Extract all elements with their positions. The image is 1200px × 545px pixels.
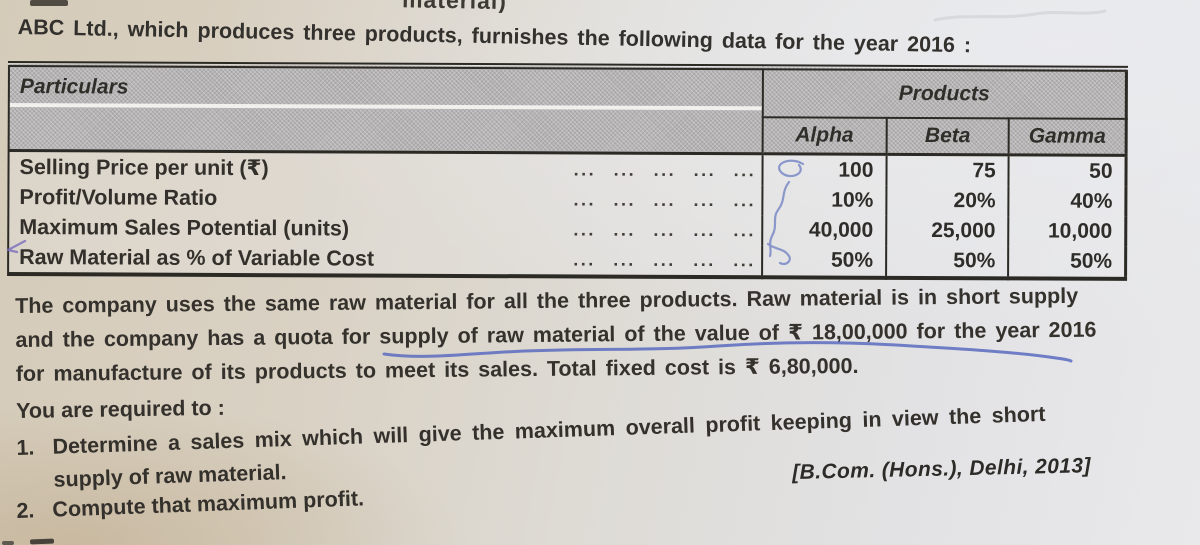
cell-gamma: 40%	[1008, 186, 1126, 217]
cell-beta: 50%	[885, 245, 1009, 279]
column-header-alpha: Alpha	[762, 117, 887, 155]
cutoff-text-fragment	[29, 538, 55, 545]
item-number: 2.	[16, 498, 35, 523]
cell-alpha: 40,000	[761, 215, 887, 246]
requirements-heading: You are required to :	[16, 395, 226, 423]
leader-dots: ... ... ... ... ...	[573, 189, 757, 211]
column-header-beta: Beta	[886, 117, 1009, 155]
cell-gamma: 10,000	[1008, 216, 1126, 247]
row-label: Maximum Sales Potential (units)	[19, 215, 350, 241]
cell-alpha: 100	[762, 153, 887, 186]
cell-beta: 20%	[886, 185, 1009, 217]
cell-alpha: 50%	[761, 245, 887, 278]
cell-alpha: 10%	[761, 185, 887, 216]
cell-gamma: 50	[1008, 154, 1127, 187]
cell-gamma: 50%	[1008, 246, 1126, 279]
row-label: Raw Material as % of Variable Cost	[19, 245, 375, 271]
leader-dots: ... ... ... ... ...	[573, 159, 757, 181]
column-header-particulars: Particulars	[8, 64, 763, 154]
cutoff-heading-fragment: material)	[402, 0, 602, 15]
data-table-wrapper: Particulars Products Alpha Beta Gamma Se…	[7, 61, 1128, 281]
table-row: Profit/Volume Ratio ... ... ... ... ... …	[8, 182, 1126, 217]
column-header-products: Products	[762, 67, 1127, 119]
cell-beta: 75	[886, 154, 1009, 187]
leader-dots: ... ... ... ... ...	[573, 219, 756, 241]
pencil-marks	[933, 9, 1107, 22]
row-label: Profit/Volume Ratio	[19, 185, 218, 210]
cutoff-text-fragment	[30, 0, 68, 6]
cutoff-text-fragment	[2, 541, 14, 545]
table-row: Selling Price per unit (₹) ... ... ... .…	[8, 151, 1127, 187]
cell-beta: 25,000	[886, 215, 1009, 247]
problem-description: The company uses the same raw material f…	[15, 278, 1161, 391]
problem-intro-line: ABC Ltd., which produces three products,…	[17, 15, 972, 58]
leader-dots: ... ... ... ... ...	[573, 249, 756, 271]
products-data-table: Particulars Products Alpha Beta Gamma Se…	[7, 61, 1128, 281]
row-label: Selling Price per unit (₹)	[19, 155, 269, 181]
cutoff-heading-text: material)	[401, 0, 508, 15]
table-row: Raw Material as % of Variable Cost ... .…	[8, 242, 1126, 279]
item-number: 1.	[16, 435, 35, 460]
column-header-gamma: Gamma	[1008, 118, 1127, 156]
table-row: Maximum Sales Potential (units) ... ... …	[8, 212, 1126, 247]
